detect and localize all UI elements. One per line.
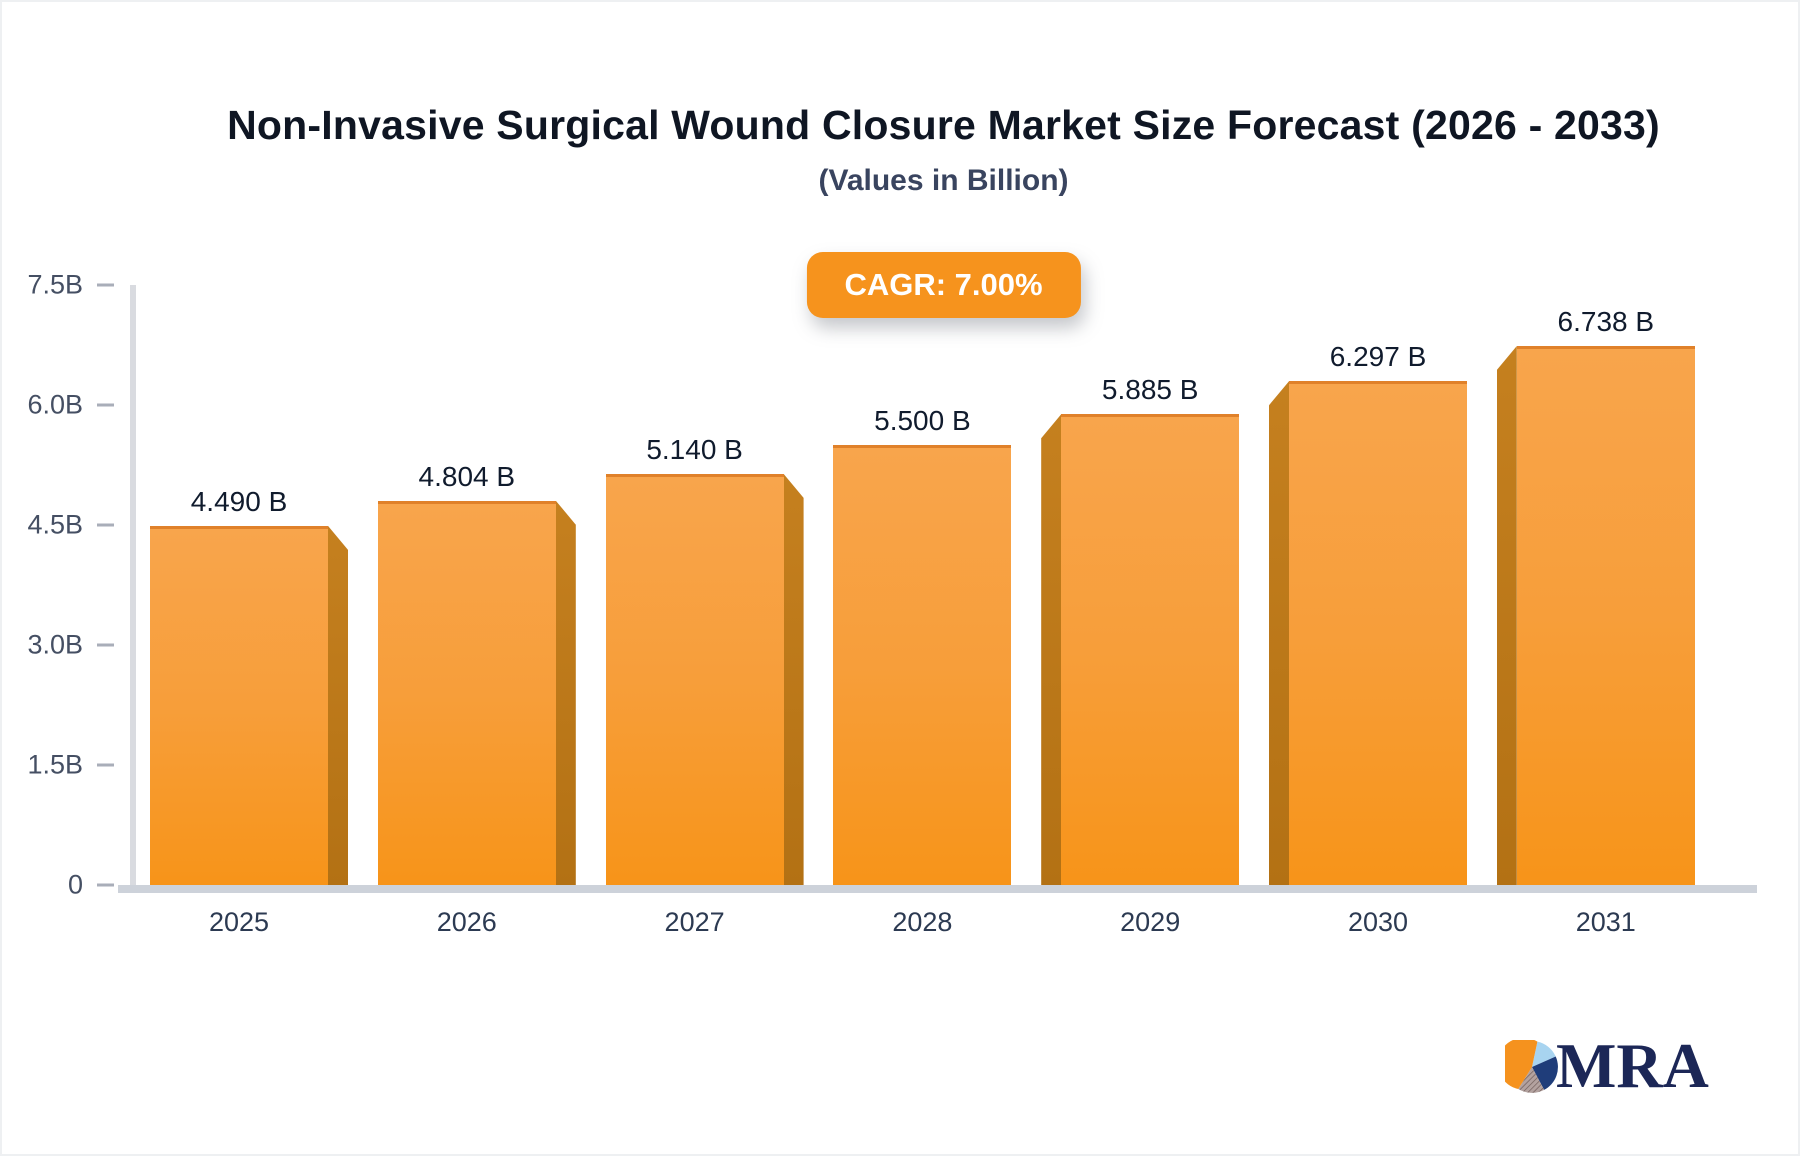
x-axis-label: 2026 bbox=[436, 907, 497, 937]
y-tick: 0 bbox=[0, 870, 114, 901]
y-tick: 3.0B bbox=[0, 630, 114, 661]
x-axis-line bbox=[118, 885, 1757, 893]
y-tick-label: 0 bbox=[67, 869, 83, 900]
chart-subtitle: (Values in Billion) bbox=[818, 164, 1069, 197]
logo-text: MRA bbox=[1556, 1030, 1709, 1101]
bar-2026 bbox=[377, 500, 556, 885]
x-axis-label: 2030 bbox=[1347, 907, 1409, 937]
x-axis-label: 2031 bbox=[1575, 907, 1636, 937]
y-tick-label: 6.0B bbox=[27, 389, 83, 420]
bar-value-label: 4.490 B bbox=[190, 485, 288, 517]
bar-side-face-2026 bbox=[555, 500, 576, 885]
bar-2030 bbox=[1289, 381, 1467, 885]
y-axis-line bbox=[130, 285, 136, 885]
y-tick-mark bbox=[97, 643, 114, 647]
bar-value-label: 5.500 B bbox=[874, 405, 971, 436]
bar-2025 bbox=[150, 525, 328, 885]
pie-chart-logo-icon bbox=[1505, 1040, 1558, 1093]
y-tick-label: 1.5B bbox=[27, 749, 83, 780]
y-tick-label: 3.0B bbox=[27, 629, 83, 660]
y-tick-mark bbox=[97, 763, 114, 767]
x-axis-label: 2025 bbox=[208, 907, 270, 937]
y-tick: 6.0B bbox=[0, 390, 114, 421]
bar-value-label: 5.885 B bbox=[1101, 374, 1199, 406]
bar-side-face-2025 bbox=[328, 525, 348, 885]
bar-side-face-2031 bbox=[1496, 345, 1517, 885]
bar-2027 bbox=[605, 473, 784, 885]
bar-2029 bbox=[1061, 414, 1240, 885]
bar-value-label: 5.140 B bbox=[646, 433, 743, 465]
chart-title: Non-Invasive Surgical Wound Closure Mark… bbox=[227, 102, 1660, 148]
x-axis-label: 2027 bbox=[664, 907, 725, 937]
x-axis-label: 2028 bbox=[892, 907, 953, 937]
plot-area: 0 1.5B 3.0B 4.5B 6.0B 7.5B 4.490 B 2025 4.804 B… bbox=[27, 270, 1757, 937]
y-tick-label: 7.5B bbox=[27, 269, 83, 300]
y-tick-mark bbox=[97, 883, 114, 887]
bar-side-face-2030 bbox=[1269, 381, 1289, 885]
y-tick-mark bbox=[97, 403, 114, 407]
bar-value-label: 4.804 B bbox=[418, 460, 516, 492]
y-tick-mark bbox=[97, 523, 114, 527]
cagr-badge: CAGR: 7.00% bbox=[806, 252, 1081, 318]
y-tick: 1.5B bbox=[0, 750, 114, 781]
y-tick: 4.5B bbox=[0, 510, 114, 541]
bar-value-label: 6.738 B bbox=[1557, 305, 1655, 337]
y-tick: 7.5B bbox=[0, 270, 114, 301]
bar-side-face-2029 bbox=[1041, 414, 1062, 885]
bar-2028 bbox=[833, 445, 1012, 885]
mra-logo: MRA bbox=[1505, 1032, 1709, 1098]
bar-2031 bbox=[1516, 345, 1695, 885]
bar-side-face-2027 bbox=[783, 473, 804, 885]
x-axis-label: 2029 bbox=[1120, 907, 1181, 937]
bar-value-label: 6.297 B bbox=[1329, 341, 1427, 373]
y-tick-mark bbox=[97, 283, 114, 287]
y-tick-label: 4.5B bbox=[27, 509, 83, 540]
